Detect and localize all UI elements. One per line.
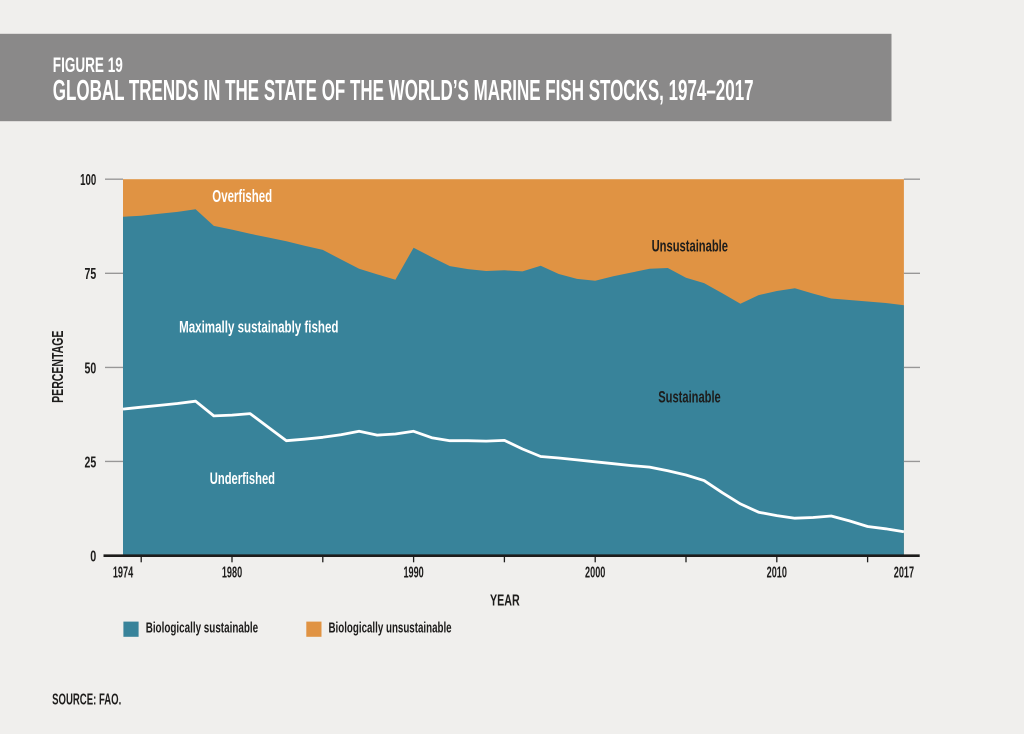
svg-text:Unsustainable: Unsustainable (652, 237, 728, 256)
svg-text:1974: 1974 (113, 565, 133, 582)
svg-text:Sustainable: Sustainable (658, 388, 721, 406)
svg-text:2010: 2010 (767, 565, 787, 582)
svg-text:PERCENTAGE: PERCENTAGE (50, 331, 67, 403)
svg-text:GLOBAL TRENDS IN THE STATE OF: GLOBAL TRENDS IN THE STATE OF THE WORLD’… (53, 75, 754, 107)
svg-text:0: 0 (90, 548, 96, 565)
svg-text:75: 75 (85, 266, 97, 283)
svg-text:Biologically sustainable: Biologically sustainable (146, 620, 258, 637)
svg-text:Biologically unsustainable: Biologically unsustainable (329, 620, 452, 637)
svg-text:1990: 1990 (403, 565, 423, 582)
svg-text:25: 25 (85, 454, 97, 471)
svg-text:2017: 2017 (894, 565, 914, 582)
svg-text:Overfished: Overfished (212, 186, 272, 206)
svg-text:100: 100 (80, 172, 96, 189)
svg-text:Underfished: Underfished (210, 469, 275, 488)
svg-text:YEAR: YEAR (490, 592, 520, 609)
svg-text:1980: 1980 (222, 565, 242, 582)
svg-text:FIGURE 19: FIGURE 19 (53, 53, 123, 77)
svg-text:2000: 2000 (585, 565, 605, 582)
svg-text:SOURCE: FAO.: SOURCE: FAO. (52, 692, 121, 709)
svg-text:Maximally sustainably fished: Maximally sustainably fished (179, 319, 338, 337)
svg-text:50: 50 (85, 360, 97, 377)
